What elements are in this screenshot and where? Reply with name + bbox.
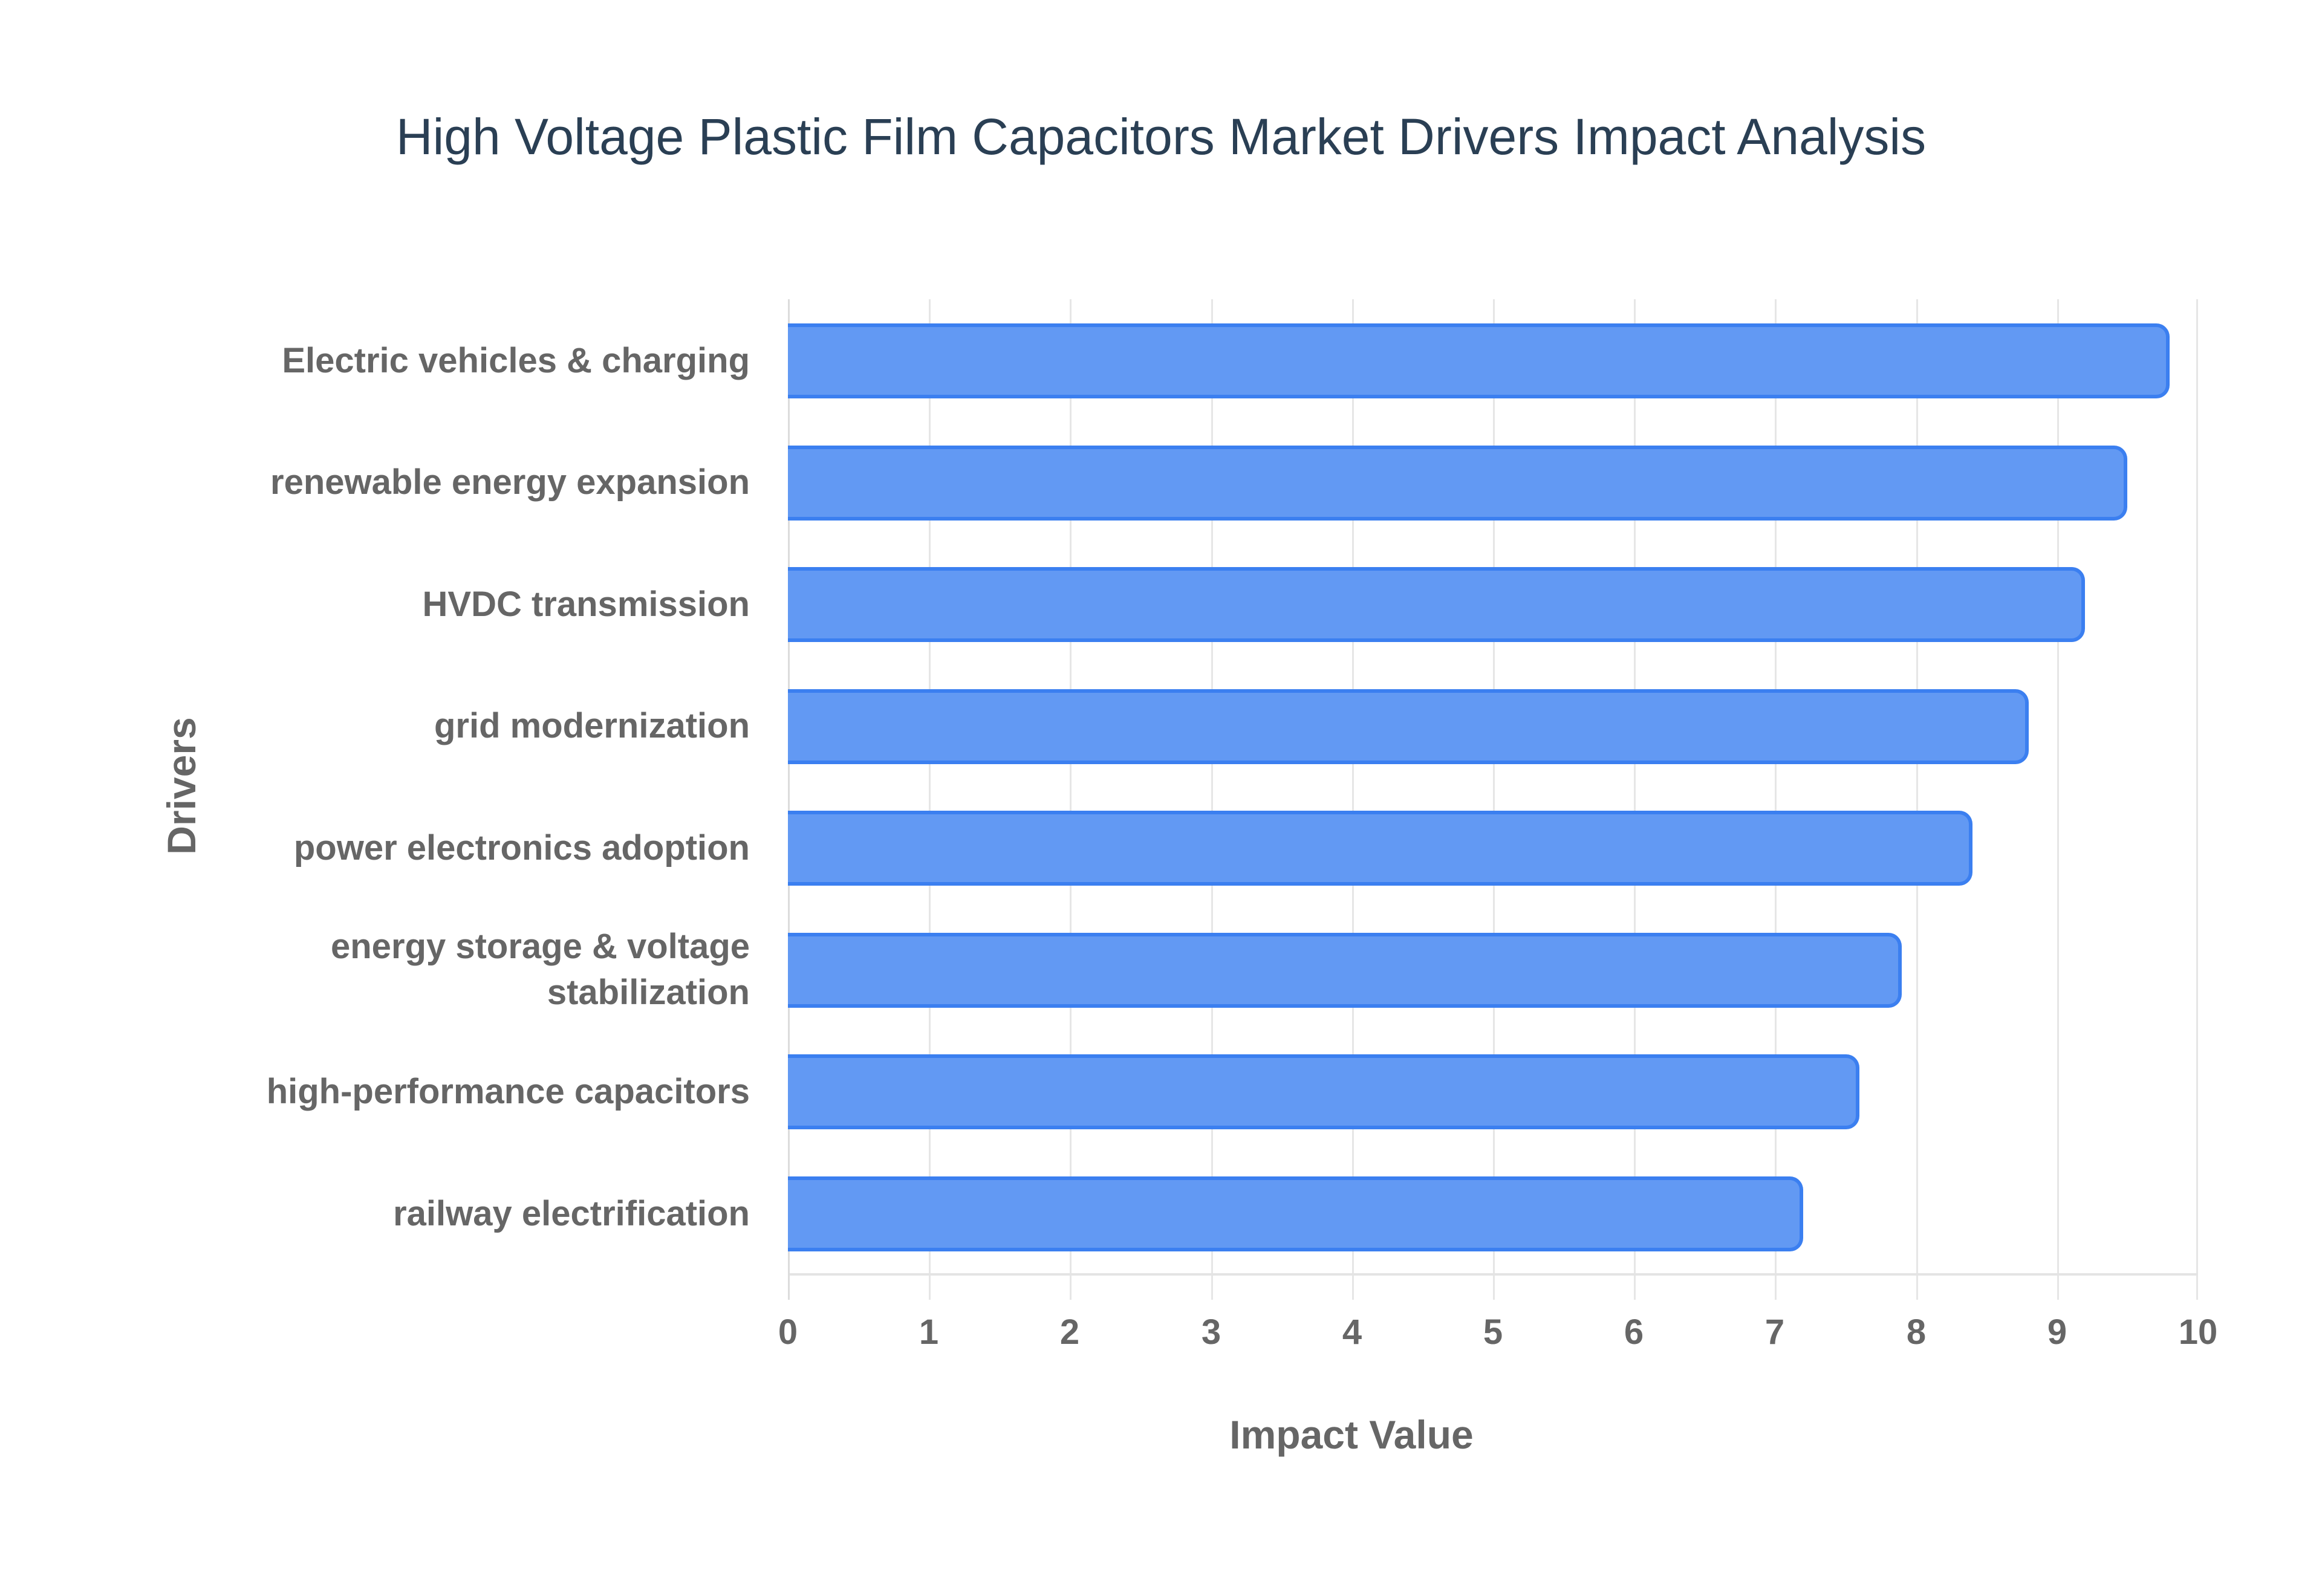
gridline-10 [2196,299,2198,1300]
chart-title: High Voltage Plastic Film Capacitors Mar… [395,108,1927,165]
y-label-high-performance: high-performance capacitors [266,1072,750,1111]
gridline-4 [1352,299,1354,1300]
x-tick-7: 7 [1764,1312,1785,1352]
x-tick-3: 3 [1201,1312,1221,1352]
y-label-renewable: renewable energy expansion [270,462,750,502]
bar[interactable] [788,1176,1804,1251]
y-label-energy-storage-line1: energy storage & voltage [331,927,750,966]
x-tick-0: 0 [778,1312,798,1352]
bar[interactable] [788,445,2128,521]
x-tick-2: 2 [1059,1312,1080,1352]
gridline-7 [1775,299,1777,1300]
x-tick-5: 5 [1483,1312,1503,1352]
gridline-3 [1211,299,1213,1300]
gridline-8 [1916,299,1918,1300]
x-tick-6: 6 [1624,1312,1644,1352]
x-tick-8: 8 [1906,1312,1927,1352]
x-tick-10: 10 [2178,1312,2218,1352]
gridline-9 [2057,299,2059,1300]
y-label-energy-storage-line2: stabilization [547,973,750,1012]
y-label-railway: railway electrification [393,1194,750,1233]
y-label-ev: Electric vehicles & charging [282,341,750,380]
bar[interactable] [788,811,1972,886]
bar[interactable] [788,1054,1860,1129]
gridline-6 [1634,299,1636,1300]
bar[interactable] [788,689,2029,764]
gridline-2 [1070,299,1072,1300]
y-axis-line [788,299,790,1300]
y-label-hvdc: HVDC transmission [422,585,750,624]
x-tick-4: 4 [1342,1312,1362,1352]
x-axis-title: Impact Value [1229,1412,1474,1457]
bar[interactable] [788,932,1902,1008]
bar[interactable] [788,323,2170,398]
bar[interactable] [788,567,2086,642]
plot-area [788,299,2198,1300]
y-label-grid: grid modernization [434,706,750,745]
x-axis-line [788,1273,2198,1276]
y-label-power-electronics: power electronics adoption [293,828,750,868]
x-tick-9: 9 [2047,1312,2067,1352]
gridline-1 [929,299,931,1300]
x-tick-1: 1 [919,1312,939,1352]
gridline-5 [1493,299,1495,1300]
